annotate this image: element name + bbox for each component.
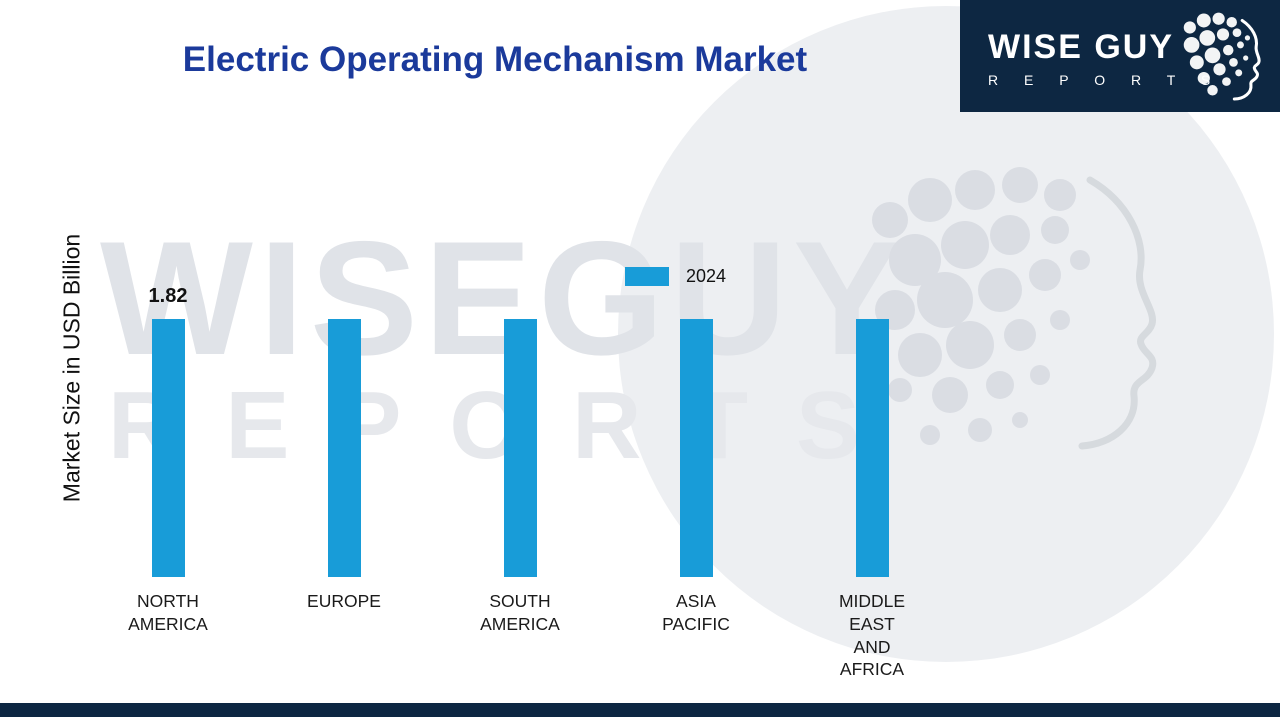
category-label: EUROPE: [307, 591, 381, 611]
bar-column: [608, 285, 784, 577]
bar-south-america[interactable]: [503, 319, 537, 577]
logo-face-icon: [1183, 12, 1261, 101]
bar-middle-east-and-africa[interactable]: [855, 319, 889, 577]
logo-reports-label: R E P O R T S: [988, 72, 1222, 88]
legend-label-2024: 2024: [686, 266, 727, 286]
bar-value-label: 1.82: [148, 285, 188, 307]
bar-north-america[interactable]: [151, 319, 185, 577]
bar-column: 1.82: [80, 285, 256, 577]
legend[interactable]: 2024: [625, 266, 726, 287]
bar-column: [784, 285, 960, 577]
logo-box: WISE GUY R E P O R T S: [960, 0, 1280, 112]
watermark-wiseguy-text: WISEGUY: [100, 208, 908, 389]
logo-wiseguy-label: WISE GUY: [988, 28, 1175, 66]
bar-europe[interactable]: [327, 319, 361, 577]
category-label: NORTH AMERICA: [128, 591, 208, 634]
category-labels: NORTH AMERICA EUROPE SOUTH AMERICA ASIA PAC…: [80, 590, 960, 681]
watermark-circle: [618, 6, 1274, 662]
category-label: ASIA PACIFIC: [662, 591, 730, 634]
bar-asia-pacific[interactable]: [679, 319, 713, 577]
footer-bar: [0, 703, 1280, 720]
logo-text: WISE GUY R E P O R T S: [988, 30, 1221, 88]
legend-swatch-2024[interactable]: [625, 267, 669, 286]
bar-column: [256, 285, 432, 577]
bar-column: [432, 285, 608, 577]
bars: 1.82: [80, 0, 960, 577]
category-label: MIDDLE EAST AND AFRICA: [838, 591, 906, 680]
category-label: SOUTH AMERICA: [480, 591, 560, 634]
watermark-face-dots: [872, 167, 1157, 450]
chart-title: Electric Operating Mechanism Market: [182, 40, 808, 79]
